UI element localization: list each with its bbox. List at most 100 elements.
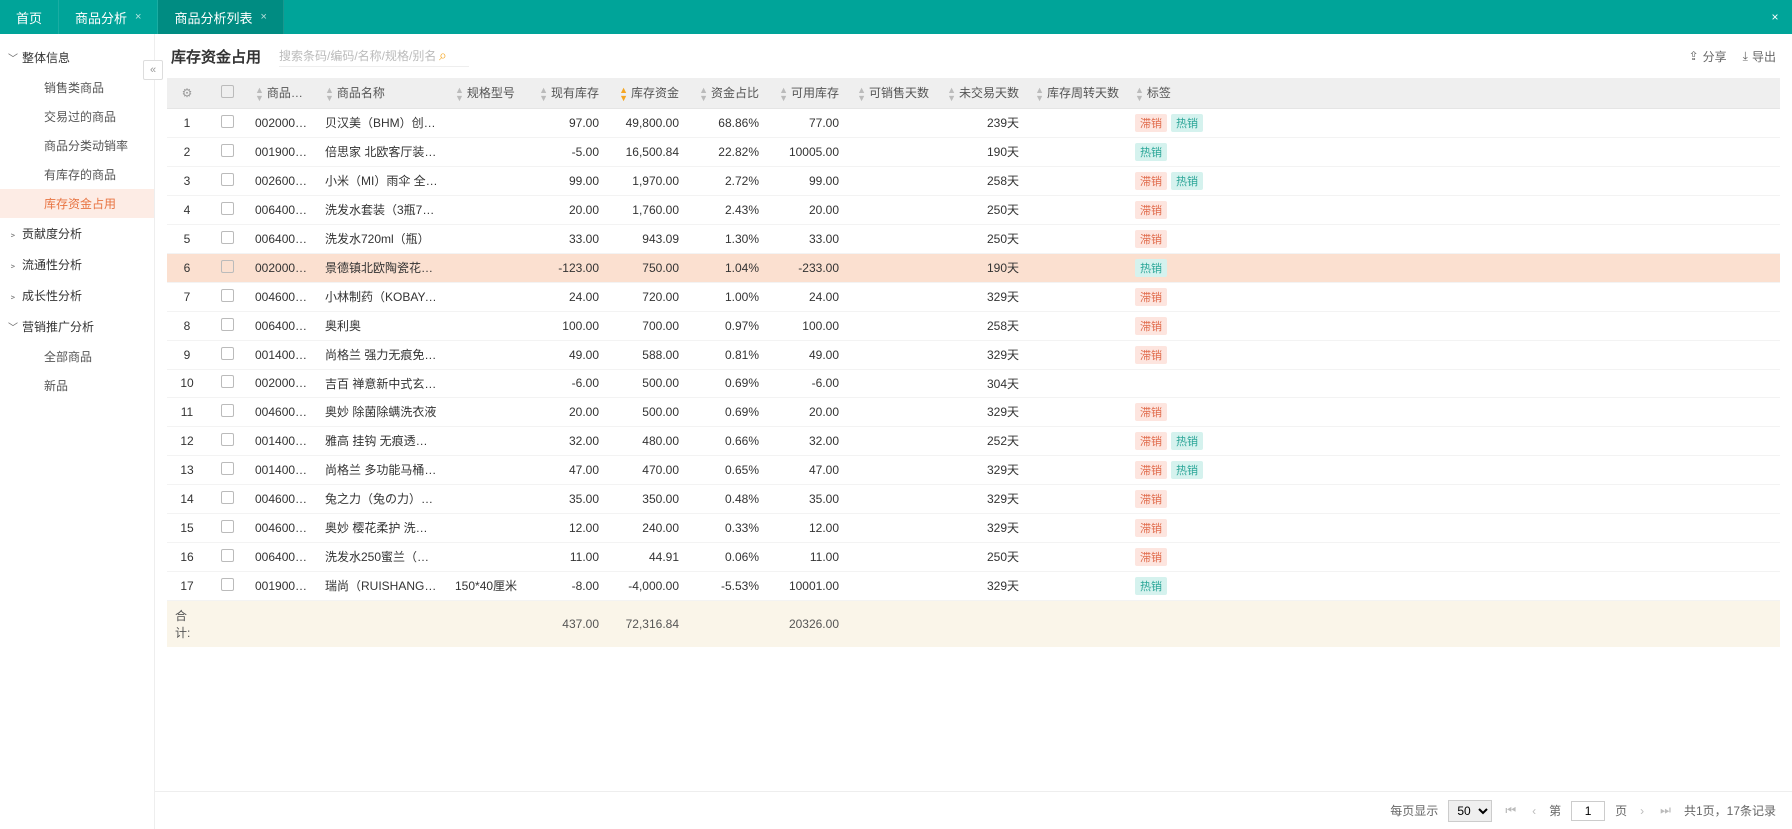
column-header[interactable]: ▲▼标签: [1127, 78, 1247, 108]
pager-first-button[interactable]: ⏮: [1502, 803, 1519, 818]
row-checkbox[interactable]: [221, 520, 234, 533]
table-row[interactable]: 11004600…奥妙 除菌除螨洗衣液20.00500.000.69%20.00…: [167, 397, 1780, 426]
sidebar-collapse-button[interactable]: «: [143, 60, 163, 80]
sidebar-group[interactable]: ﹥贡献度分析: [0, 218, 154, 249]
export-button[interactable]: ⤓导出: [1743, 48, 1776, 65]
tab-close-icon[interactable]: ×: [260, 11, 266, 23]
sidebar-group[interactable]: ﹀营销推广分析: [0, 311, 154, 342]
table-row[interactable]: 6002000…景德镇北欧陶瓷花瓶摆件 优-123.00750.001.04%-…: [167, 253, 1780, 282]
column-header[interactable]: ▲▼可用库存: [767, 78, 847, 108]
cell-code: 001400…: [247, 455, 317, 484]
sidebar-item[interactable]: 全部商品: [0, 342, 154, 371]
table-row[interactable]: 16006400…洗发水250蜜兰（袋）11.0044.910.06%11.00…: [167, 542, 1780, 571]
cell-stock: -6.00: [527, 369, 607, 397]
column-header[interactable]: ▲▼资金占比: [687, 78, 767, 108]
table-row[interactable]: 10002000…吉百 禅意新中式玄关摆件客-6.00500.000.69%-6…: [167, 369, 1780, 397]
table-row[interactable]: 8006400…奥利奥100.00700.000.97%100.00258天滞销: [167, 311, 1780, 340]
sidebar-item[interactable]: 销售类商品: [0, 73, 154, 102]
table-row[interactable]: 13001400…尚格兰 多功能马桶刷套装 带47.00470.000.65%4…: [167, 455, 1780, 484]
cell-fund: 44.91: [607, 542, 687, 571]
sidebar-group[interactable]: ﹥流通性分析: [0, 249, 154, 280]
table-row[interactable]: 5006400…洗发水720ml（瓶）33.00943.091.30%33.00…: [167, 224, 1780, 253]
pager-last-button[interactable]: ⏭: [1657, 803, 1674, 818]
row-checkbox[interactable]: [221, 144, 234, 157]
row-checkbox[interactable]: [221, 578, 234, 591]
column-header[interactable]: ▲▼库存周转天数: [1027, 78, 1127, 108]
column-header[interactable]: ▲▼商品名称: [317, 78, 447, 108]
column-header[interactable]: ▲▼规格型号: [447, 78, 527, 108]
select-all-checkbox[interactable]: [221, 85, 234, 98]
cell-ratio: 0.69%: [687, 369, 767, 397]
tab-close-icon[interactable]: ×: [135, 11, 141, 23]
cell-code: 006400…: [247, 195, 317, 224]
column-header[interactable]: ▲▼现有库存: [527, 78, 607, 108]
row-checkbox[interactable]: [221, 433, 234, 446]
table-row[interactable]: 9001400…尚格兰 强力无痕免打孔浴室49.00588.000.81%49.…: [167, 340, 1780, 369]
table-row[interactable]: 7004600…小林制药（KOBAYASHI）日24.00720.001.00%…: [167, 282, 1780, 311]
table-row[interactable]: 17001900…瑞尚（RUISHANG）卧室门150*40厘米-8.00-4,…: [167, 571, 1780, 600]
table-row[interactable]: 4006400…洗发水套装（3瓶720ml+1）20.001,760.002.4…: [167, 195, 1780, 224]
sidebar-group[interactable]: ﹀整体信息: [0, 42, 154, 73]
cell-code: 006400…: [247, 311, 317, 340]
cell-name: 奥利奥: [317, 311, 447, 340]
tag: 滞销: [1135, 403, 1167, 421]
top-tab[interactable]: 商品分析列表×: [158, 0, 283, 34]
row-checkbox[interactable]: [221, 549, 234, 562]
search-input[interactable]: [279, 49, 439, 63]
per-page-select[interactable]: 50: [1448, 800, 1492, 822]
cell-fund: 750.00: [607, 253, 687, 282]
cell-notrade: 329天: [937, 571, 1027, 600]
table-row[interactable]: 12001400…雅高 挂钩 无痕透明粘钩 强力32.00480.000.66%…: [167, 426, 1780, 455]
table-row[interactable]: 2001900…倍思家 北欧客厅装饰画卧室-5.0016,500.8422.82…: [167, 137, 1780, 166]
table-row[interactable]: 14004600…兔之力（兔の力）粘毛器粘35.00350.000.48%35.…: [167, 484, 1780, 513]
cell-tags: [1127, 369, 1247, 397]
column-header[interactable]: ▲▼商品…: [247, 78, 317, 108]
table-header-row: ⚙ ▲▼商品…▲▼商品名称▲▼规格型号▲▼现有库存▲▼库存资金▲▼资金占比▲▼可用…: [167, 78, 1780, 108]
gear-icon[interactable]: ⚙: [182, 86, 193, 100]
cell-chk: [207, 369, 247, 397]
sidebar-group[interactable]: ﹥成长性分析: [0, 280, 154, 311]
row-checkbox[interactable]: [221, 462, 234, 475]
sidebar-item[interactable]: 商品分类动销率: [0, 131, 154, 160]
search-icon[interactable]: ⌕: [439, 47, 447, 64]
table-row[interactable]: 15004600…奥妙 樱花柔护 洗衣凝珠 1012.00240.000.33%…: [167, 513, 1780, 542]
row-checkbox[interactable]: [221, 231, 234, 244]
cell-name: 景德镇北欧陶瓷花瓶摆件 优: [317, 253, 447, 282]
cell-chk: [207, 426, 247, 455]
sidebar-item[interactable]: 有库存的商品: [0, 160, 154, 189]
cell-stock: 35.00: [527, 484, 607, 513]
share-icon: ⇪: [1689, 49, 1699, 63]
top-tab-bar: 首页商品分析×商品分析列表××: [0, 0, 1792, 34]
row-checkbox[interactable]: [221, 289, 234, 302]
pager-page-prefix: 第: [1549, 802, 1561, 819]
sidebar-item[interactable]: 交易过的商品: [0, 102, 154, 131]
cell-avail: 20.00: [767, 195, 847, 224]
pager-prev-button[interactable]: ‹: [1529, 804, 1539, 818]
cell-name: 洗发水套装（3瓶720ml+1）: [317, 195, 447, 224]
row-checkbox[interactable]: [221, 404, 234, 417]
share-button[interactable]: ⇪分享: [1689, 48, 1727, 65]
pager-page-input[interactable]: [1571, 801, 1605, 821]
row-checkbox[interactable]: [221, 491, 234, 504]
top-tab[interactable]: 商品分析×: [59, 0, 158, 34]
row-checkbox[interactable]: [221, 173, 234, 186]
pager-next-button[interactable]: ›: [1637, 804, 1647, 818]
row-checkbox[interactable]: [221, 260, 234, 273]
top-tab[interactable]: 首页: [0, 0, 59, 34]
close-all-button[interactable]: ×: [1758, 0, 1792, 34]
column-header[interactable]: ▲▼库存资金: [607, 78, 687, 108]
row-checkbox[interactable]: [221, 202, 234, 215]
table-row[interactable]: 3002600…小米（MI）雨伞 全自动折叠99.001,970.002.72%…: [167, 166, 1780, 195]
cell-tags: 滞销: [1127, 311, 1247, 340]
row-checkbox[interactable]: [221, 375, 234, 388]
column-header[interactable]: ▲▼未交易天数: [937, 78, 1027, 108]
sidebar-item[interactable]: 新品: [0, 371, 154, 400]
table-row[interactable]: 1002000…贝汉美（BHM）创意北欧风97.0049,800.0068.86…: [167, 108, 1780, 137]
sidebar-item[interactable]: 库存资金占用: [0, 189, 154, 218]
row-checkbox[interactable]: [221, 115, 234, 128]
row-checkbox[interactable]: [221, 347, 234, 360]
column-header[interactable]: ▲▼可销售天数: [847, 78, 937, 108]
cell-stock: 49.00: [527, 340, 607, 369]
row-checkbox[interactable]: [221, 318, 234, 331]
total-avail: 20326.00: [767, 600, 847, 647]
